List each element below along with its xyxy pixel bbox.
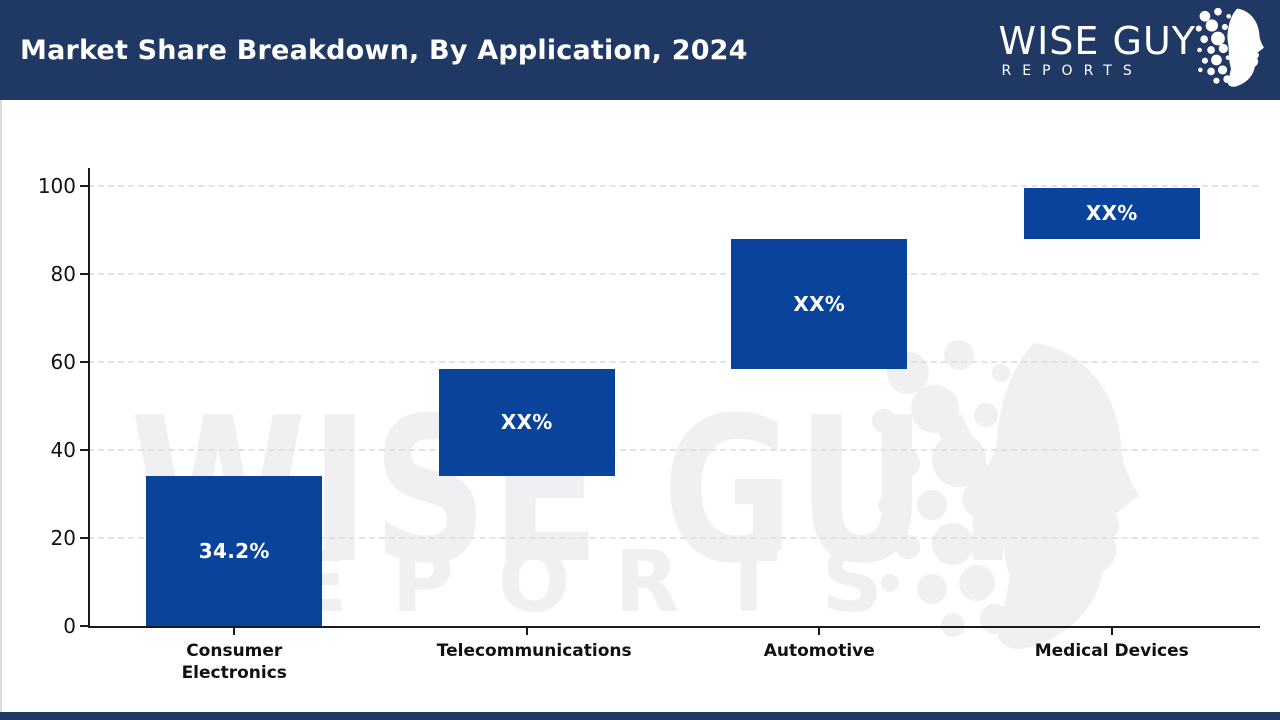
page-title: Market Share Breakdown, By Application, … (20, 34, 748, 66)
gridline-100 (88, 185, 1258, 187)
bar-label-telecommunications: XX% (500, 410, 553, 435)
category-label-text: Telecommunications (436, 641, 632, 661)
category-label-text: Automotive (763, 641, 875, 661)
y-axis-line (88, 168, 90, 628)
category-label-text: Consumer Electronics (181, 641, 287, 684)
bar-automotive: XX% (731, 238, 908, 369)
bar-medical-devices: XX% (1023, 187, 1200, 239)
bar-label-consumer-electronics: 34.2% (198, 538, 270, 563)
bar-telecommunications: XX% (438, 368, 615, 476)
y-tick-label-40: 40 (50, 438, 76, 462)
y-tick-0 (80, 625, 88, 627)
y-tick-20 (80, 537, 88, 539)
watermark-head-icon (860, 320, 1160, 690)
category-label-automotive: Automotive (709, 640, 929, 662)
category-label-telecommunications: Telecommunications (417, 640, 637, 662)
bar-consumer-electronics: 34.2% (146, 475, 323, 626)
x-tick-consumer-electronics (233, 628, 236, 635)
category-label-consumer-electronics: Consumer Electronics (124, 640, 344, 684)
wise-guy-logo: WISE GUY REPORTS (999, 4, 1270, 96)
logo-text: WISE GUY REPORTS (999, 22, 1196, 78)
x-axis-line (88, 626, 1260, 628)
logo-head-icon (1192, 4, 1270, 96)
x-tick-automotive (818, 628, 821, 635)
logo-subtitle: REPORTS (1001, 63, 1143, 79)
y-tick-40 (80, 449, 88, 451)
category-label-medical-devices: Medical Devices (1002, 640, 1222, 662)
header-bar: Market Share Breakdown, By Application, … (0, 0, 1280, 100)
gridline-40 (88, 449, 1258, 451)
y-tick-label-80: 80 (50, 262, 76, 286)
category-label-text: Medical Devices (1034, 641, 1189, 661)
y-tick-label-0: 0 (63, 614, 76, 638)
x-tick-telecommunications (525, 628, 528, 635)
footer-bar (0, 712, 1280, 720)
gridline-80 (88, 273, 1258, 275)
chart-area: WISE GUY REPORTS 0 20 40 60 80 100 34.2% Consum… (0, 100, 1280, 712)
gridline-20 (88, 537, 1258, 539)
x-tick-medical-devices (1110, 628, 1113, 635)
logo-name: WISE GUY (998, 19, 1196, 63)
y-tick-60 (80, 361, 88, 363)
bar-label-automotive: XX% (793, 291, 846, 316)
y-tick-80 (80, 273, 88, 275)
y-tick-100 (80, 185, 88, 187)
bar-label-medical-devices: XX% (1085, 201, 1138, 226)
gridline-60 (88, 361, 1258, 363)
y-tick-label-60: 60 (50, 350, 76, 374)
y-tick-label-20: 20 (50, 526, 76, 550)
y-tick-label-100: 100 (37, 174, 76, 198)
